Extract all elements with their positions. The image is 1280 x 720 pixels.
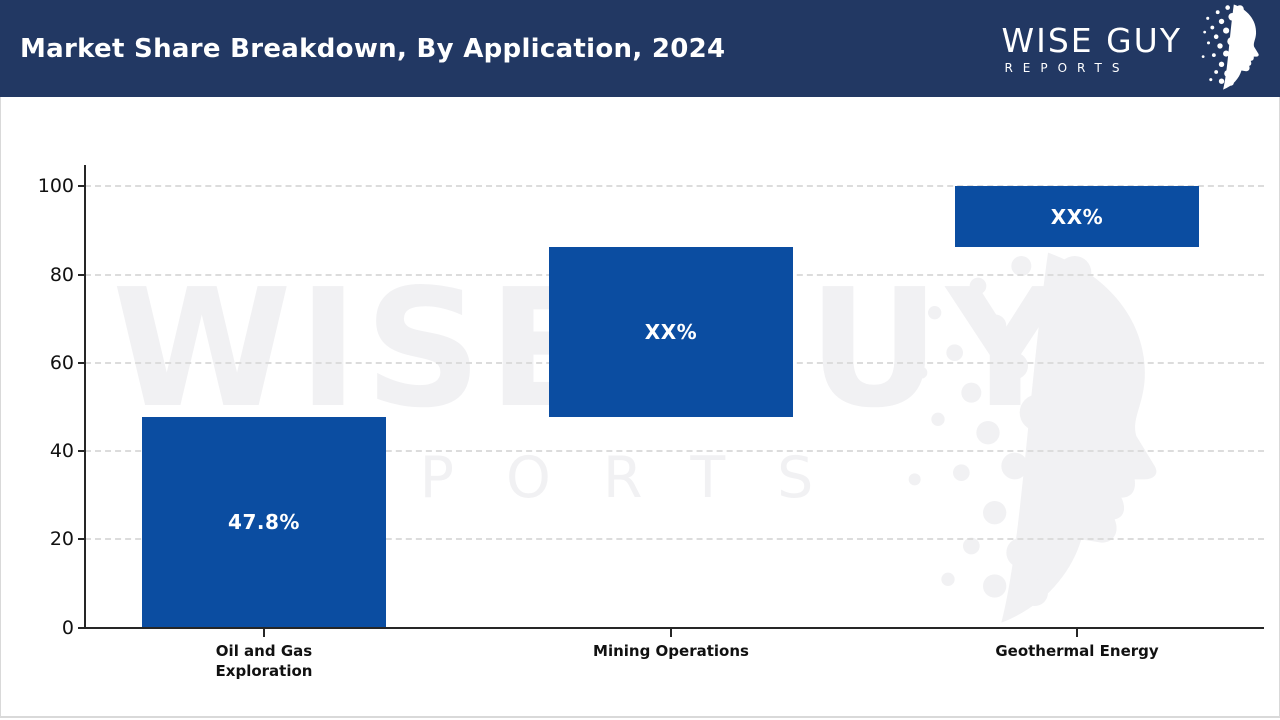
y-tick-mark: [78, 273, 85, 276]
header-bar: Market Share Breakdown, By Application, …: [0, 0, 1280, 97]
y-tick-mark: [78, 185, 85, 188]
brand-text: WISE GUY REPORTS: [1001, 24, 1182, 74]
bar-value-label: XX%: [1050, 204, 1104, 229]
gridline: [85, 450, 1264, 453]
y-tick-label: 40: [49, 440, 74, 463]
face-dots-icon: [1201, 4, 1259, 90]
y-axis-line: [84, 165, 86, 629]
y-tick-mark: [78, 450, 85, 453]
brand-logo: WISE GUY REPORTS: [1001, 3, 1266, 95]
y-tick-mark: [78, 538, 85, 541]
bar-value-label: 47.8%: [228, 510, 300, 535]
bar: XX%: [955, 186, 1199, 248]
gridline: [85, 185, 1264, 188]
category-label: Mining Operations: [593, 641, 749, 660]
bar-value-label: XX%: [644, 319, 698, 344]
category-label: Geothermal Energy: [995, 641, 1159, 660]
x-tick-mark: [1076, 628, 1078, 637]
bar: XX%: [549, 247, 793, 417]
x-tick-mark: [670, 628, 672, 637]
page-title: Market Share Breakdown, By Application, …: [20, 33, 726, 64]
y-tick-label: 80: [49, 263, 74, 286]
bar: 47.8%: [142, 416, 386, 628]
x-axis-line: [84, 626, 1264, 629]
gridline: [85, 538, 1264, 541]
y-tick-mark: [78, 626, 85, 629]
watermark-face-dots-icon: [908, 252, 1157, 623]
y-tick-label: 0: [61, 616, 74, 639]
category-label: Oil and Gas Exploration: [215, 641, 313, 680]
brand-name: WISE GUY: [1001, 20, 1182, 60]
y-tick-label: 60: [49, 351, 74, 374]
y-tick-label: 20: [49, 528, 74, 551]
y-tick-mark: [78, 361, 85, 364]
brand-subname: REPORTS: [1004, 60, 1130, 75]
y-tick-label: 100: [37, 175, 74, 198]
x-tick-mark: [263, 628, 265, 637]
